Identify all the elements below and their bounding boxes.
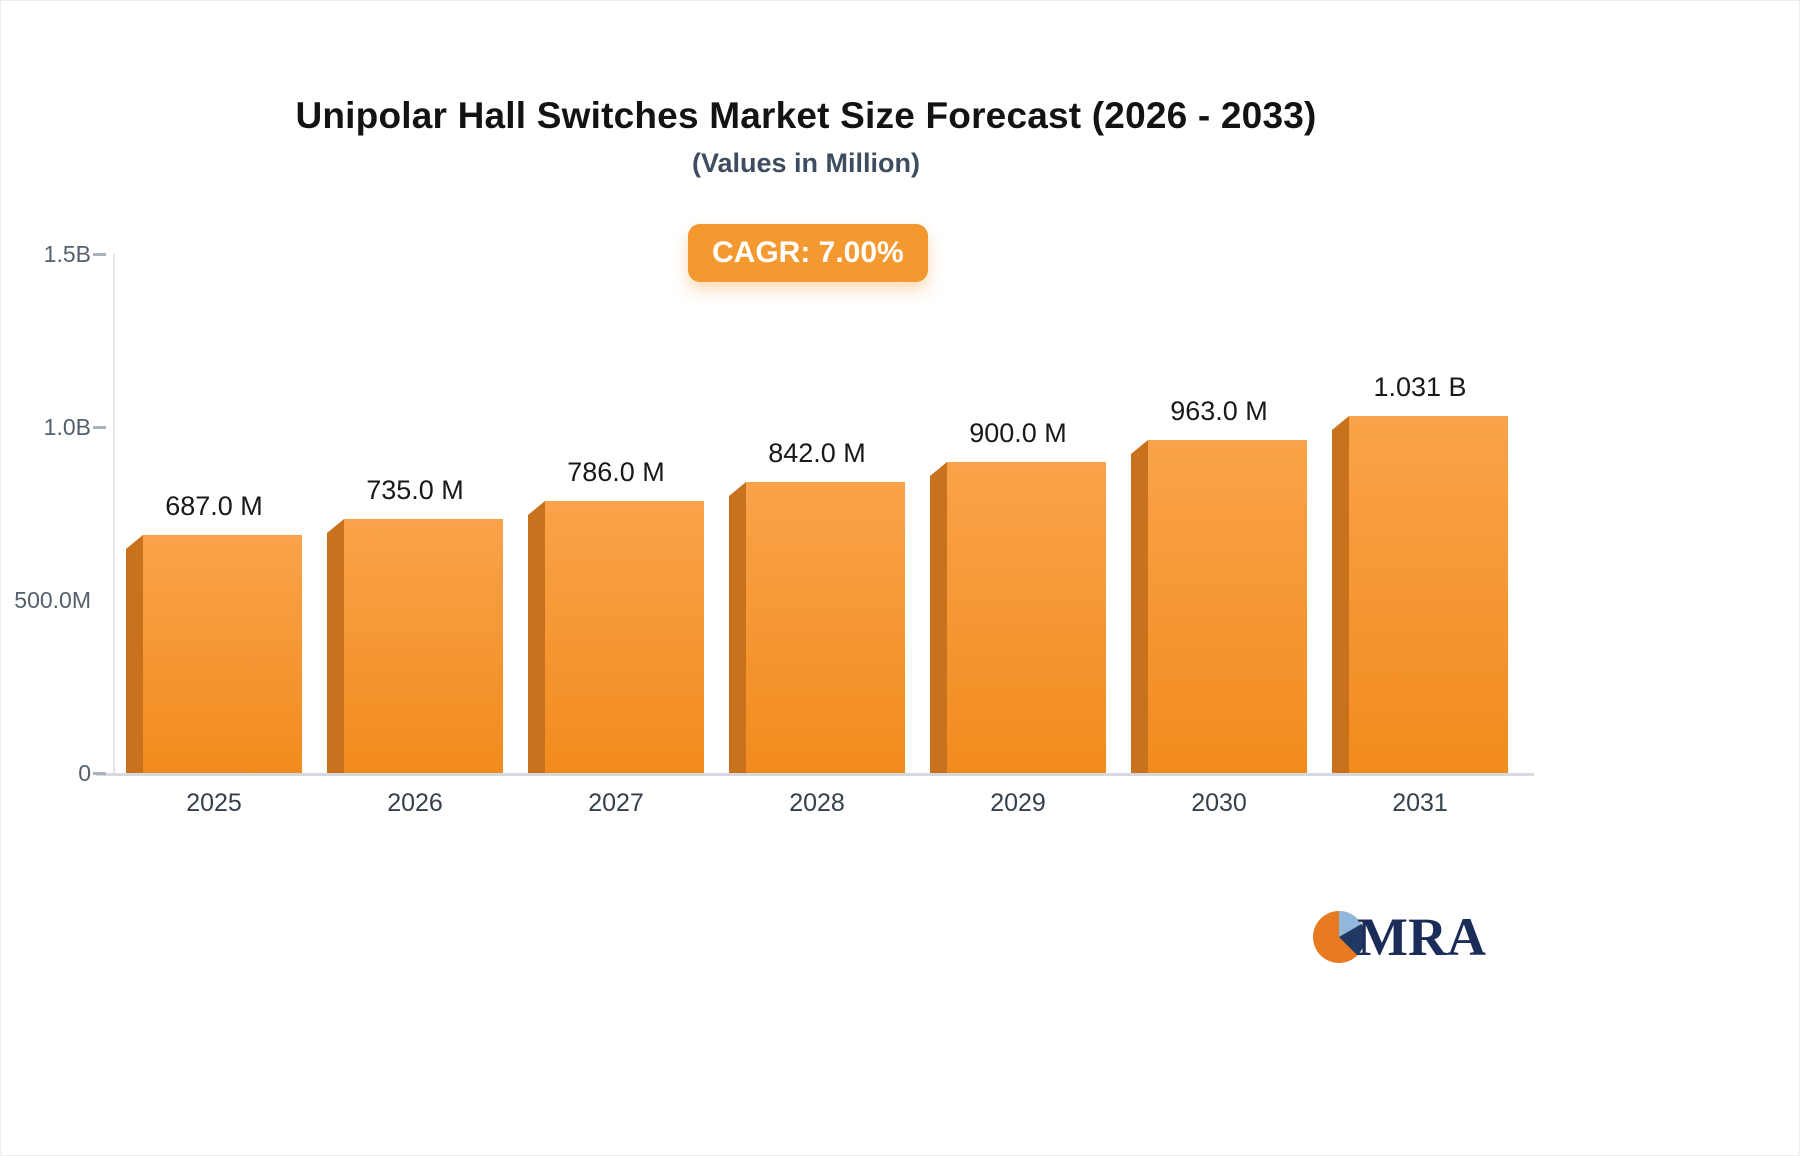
bar-value-label: 900.0 M — [969, 418, 1067, 448]
bar — [729, 482, 905, 773]
bar-side-face — [528, 501, 545, 773]
bar-front-face — [344, 519, 503, 773]
x-tick-label: 2027 — [588, 789, 644, 817]
x-axis-baseline — [96, 773, 1534, 776]
bar-value-label: 842.0 M — [768, 438, 866, 468]
bar-front-face — [746, 482, 905, 773]
bar-side-face — [930, 462, 947, 773]
bar-side-face — [327, 519, 344, 773]
chart-subtitle: (Values in Million) — [691, 148, 921, 178]
bar-front-face — [947, 462, 1106, 773]
y-tick-label: 500.0M — [14, 587, 91, 613]
bar-value-label: 963.0 M — [1170, 396, 1268, 426]
y-tick-mark — [93, 253, 106, 256]
bar-value-label: 1.031 B — [1373, 372, 1467, 402]
bar — [930, 462, 1106, 773]
x-tick-label: 2029 — [990, 789, 1046, 817]
bar-front-face — [143, 535, 302, 773]
y-tick-label: 1.0B — [43, 414, 91, 440]
bar-value-label: 786.0 M — [567, 457, 665, 487]
x-tick-label: 2026 — [387, 789, 443, 817]
x-tick-label: 2025 — [186, 789, 242, 817]
chart-title: Unipolar Hall Switches Market Size Forec… — [295, 95, 1317, 136]
bar-front-face — [1349, 416, 1508, 773]
bar — [1332, 416, 1508, 773]
cagr-badge: CAGR: 7.00% — [688, 224, 928, 282]
bar-value-label: 735.0 M — [366, 475, 464, 505]
logo-pie-icon — [1313, 911, 1366, 963]
logo-text: MRA — [1357, 907, 1486, 967]
bar — [528, 501, 704, 773]
bar-value-label: 687.0 M — [165, 491, 263, 521]
bar-side-face — [126, 535, 143, 773]
y-tick-label: 0 — [78, 760, 91, 786]
x-tick-label: 2028 — [789, 789, 845, 817]
bar-side-face — [729, 482, 746, 773]
bar-front-face — [545, 501, 704, 773]
bar-side-face — [1332, 416, 1349, 773]
y-tick-label: 1.5B — [43, 241, 91, 267]
y-tick-mark — [93, 772, 106, 775]
x-tick-label: 2031 — [1392, 789, 1448, 817]
bar — [126, 535, 302, 773]
bar — [1131, 440, 1307, 773]
bar — [327, 519, 503, 773]
x-tick-label: 2030 — [1191, 789, 1247, 817]
y-axis-line — [113, 254, 115, 773]
bar-front-face — [1148, 440, 1307, 773]
bar-side-face — [1131, 440, 1148, 773]
y-tick-mark — [93, 426, 106, 429]
brand-logo: MRA — [1313, 907, 1486, 967]
